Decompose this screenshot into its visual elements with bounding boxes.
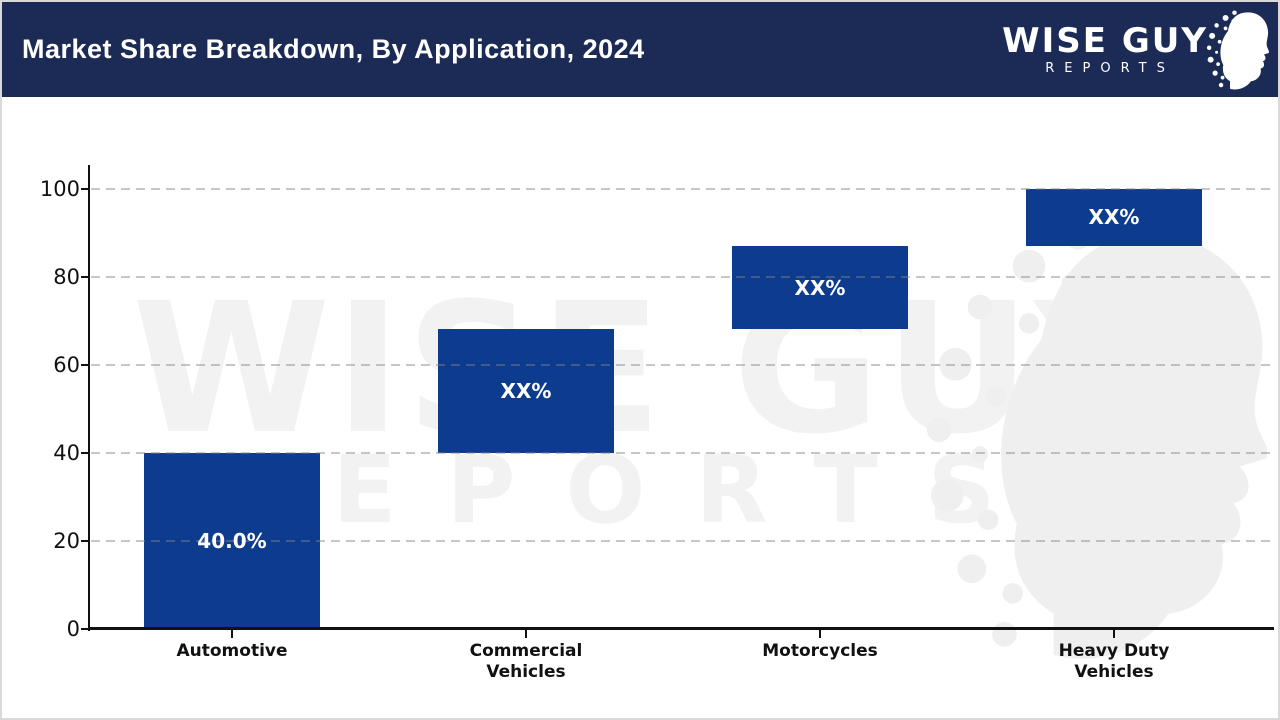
gridline: [91, 275, 1274, 278]
x-axis-category-label: Motorcycles: [762, 641, 878, 662]
x-axis-tick-mark: [1113, 630, 1115, 638]
logo-wordmark-line1: WISE GUY: [1002, 21, 1208, 61]
x-axis-tick-mark: [231, 630, 233, 638]
x-axis-category-label-line: Motorcycles: [762, 641, 878, 661]
y-axis-spine: [88, 165, 90, 631]
bar-segment: [1026, 188, 1202, 246]
bar-value-label: XX%: [1088, 205, 1140, 230]
chart-title: Market Share Breakdown, By Application, …: [22, 34, 645, 64]
y-axis-tick-mark: [81, 539, 89, 542]
y-axis-tick-mark: [81, 451, 89, 454]
y-axis-tick-mark: [81, 187, 89, 190]
watermark-face-icon: [926, 225, 1268, 659]
x-axis-tick-mark: [819, 630, 821, 638]
gridline: [91, 187, 1274, 190]
bar-value-label: XX%: [500, 379, 552, 404]
y-axis-tick-label: 100: [39, 176, 80, 201]
x-axis-category-label-line: Heavy Duty: [1058, 641, 1170, 661]
x-axis-category-label-line: Automotive: [176, 641, 288, 661]
bar-segment: [438, 329, 614, 453]
x-axis-category-label-line: Vehicles: [1074, 661, 1154, 682]
y-axis-tick-mark: [81, 628, 89, 630]
header-band: Market Share Breakdown, By Application, …: [2, 2, 1278, 97]
y-axis-tick-mark: [81, 363, 89, 366]
x-axis-category-label: Automotive: [176, 641, 287, 662]
y-axis-tick-label: 40: [53, 440, 80, 465]
logo-wordmark-line2: REPORTS: [1045, 61, 1175, 76]
watermark-wordmark-line1: WISE GUY: [132, 265, 1170, 474]
gridline: [91, 363, 1274, 366]
x-axis-category-label: Commercial Vehicles: [470, 641, 583, 682]
y-axis-tick-mark: [81, 275, 89, 278]
x-axis-category-label-line: Commercial: [469, 641, 583, 661]
x-axis-tick-mark: [525, 630, 527, 638]
logo-wordmark: WISE GUY REPORTS: [1002, 24, 1208, 75]
y-axis-tick-label: 60: [53, 352, 80, 377]
bar-value-label: 40.0%: [197, 528, 267, 553]
x-axis-category-label: Heavy Duty Vehicles: [1059, 641, 1170, 682]
x-axis-spine: [88, 627, 1274, 630]
gridline: [91, 539, 1274, 542]
x-axis-category-label-line: Vehicles: [486, 661, 566, 682]
wiseguy-reports-logo: WISE GUY REPORTS: [1002, 9, 1278, 91]
y-axis-tick-label: 80: [53, 264, 80, 289]
bar-segment: [732, 245, 908, 330]
gridline: [91, 451, 1274, 454]
y-axis-tick-label: 0: [66, 617, 80, 641]
bar-segment: [144, 452, 320, 629]
watermark-wordmark-line2: REPORTS: [210, 436, 1046, 545]
bar-value-label: XX%: [794, 275, 846, 300]
y-axis-tick-label: 20: [53, 528, 80, 553]
